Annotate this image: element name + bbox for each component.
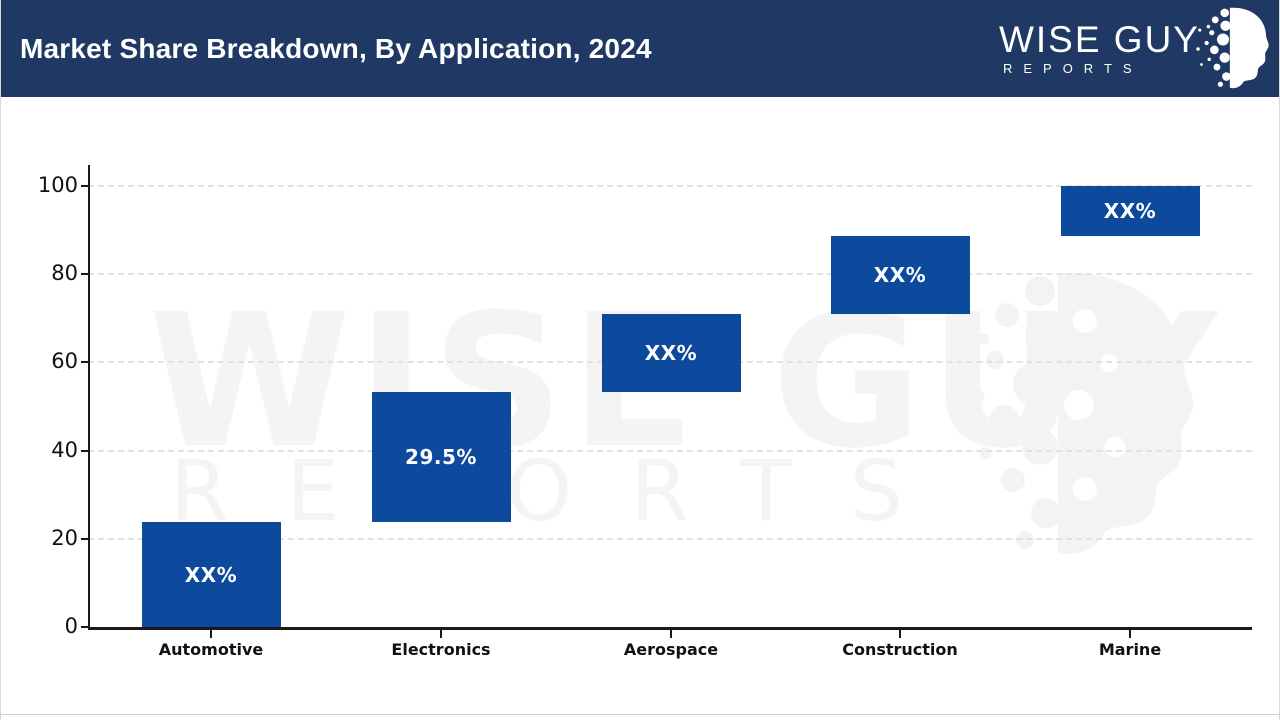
y-tick-label-80: 80 [51, 261, 78, 286]
logo-reports-text: REPORTS [1002, 61, 1143, 76]
x-axis-line [88, 627, 1252, 630]
x-tick-label-marine: Marine [1098, 640, 1162, 659]
y-tick-label-0: 0 [64, 614, 78, 638]
gridline-20 [88, 537, 1252, 540]
logo-head-icon [1196, 7, 1269, 88]
x-tick-mark-marine [1129, 630, 1131, 638]
bar-value-label-marine: XX% [1103, 199, 1157, 224]
y-tick-label-20: 20 [51, 525, 78, 550]
bar-value-label-aerospace: XX% [644, 341, 698, 366]
chart-title: Market Share Breakdown, By Application, … [20, 32, 652, 64]
gridline-40 [88, 449, 1252, 452]
y-axis-line [88, 165, 90, 630]
x-tick-mark-automotive [210, 630, 212, 638]
y-tick-label-100: 100 [37, 173, 78, 197]
bar-value-label-construction: XX% [873, 263, 927, 288]
bar-value-label-electronics: 29.5% [405, 444, 477, 469]
x-tick-label-electronics: Electronics [391, 640, 491, 659]
header-bar: Market Share Breakdown, By Application, … [0, 0, 1280, 97]
bar-marine: XX% [1060, 186, 1200, 237]
y-tick-mark-100 [81, 185, 88, 187]
bar-construction: XX% [830, 236, 970, 315]
bar-automotive: XX% [141, 522, 281, 627]
y-tick-label-60: 60 [51, 349, 78, 374]
x-tick-label-construction: Construction [842, 640, 958, 659]
gridline-80 [88, 273, 1252, 276]
gridline-100 [88, 185, 1252, 187]
logo-wiseguy-text: WISE GUY [998, 19, 1200, 60]
x-tick-label-aerospace: Aerospace [623, 640, 719, 659]
x-tick-mark-electronics [440, 630, 442, 638]
bar-electronics: 29.5% [371, 391, 511, 523]
y-tick-label-40: 40 [51, 437, 78, 462]
y-tick-mark-40 [81, 449, 88, 452]
y-tick-mark-0 [81, 626, 88, 628]
watermark-reports-text: REPORTS [170, 442, 962, 540]
x-tick-label-automotive: Automotive [158, 640, 264, 659]
x-tick-mark-construction [899, 630, 901, 638]
bar-aerospace: XX% [601, 314, 741, 392]
wiseguy-logo: WISE GUY REPORTS [999, 0, 1272, 97]
y-tick-mark-20 [81, 537, 88, 540]
x-tick-mark-aerospace [670, 630, 672, 638]
y-tick-mark-80 [81, 273, 88, 276]
y-tick-mark-60 [81, 361, 88, 364]
bar-value-label-automotive: XX% [184, 562, 238, 587]
chart-area: WISE GUY REPORTS 0 20 40 60 80 100 XX% Automoti… [0, 97, 1280, 715]
watermark-head-icon [969, 273, 1194, 554]
